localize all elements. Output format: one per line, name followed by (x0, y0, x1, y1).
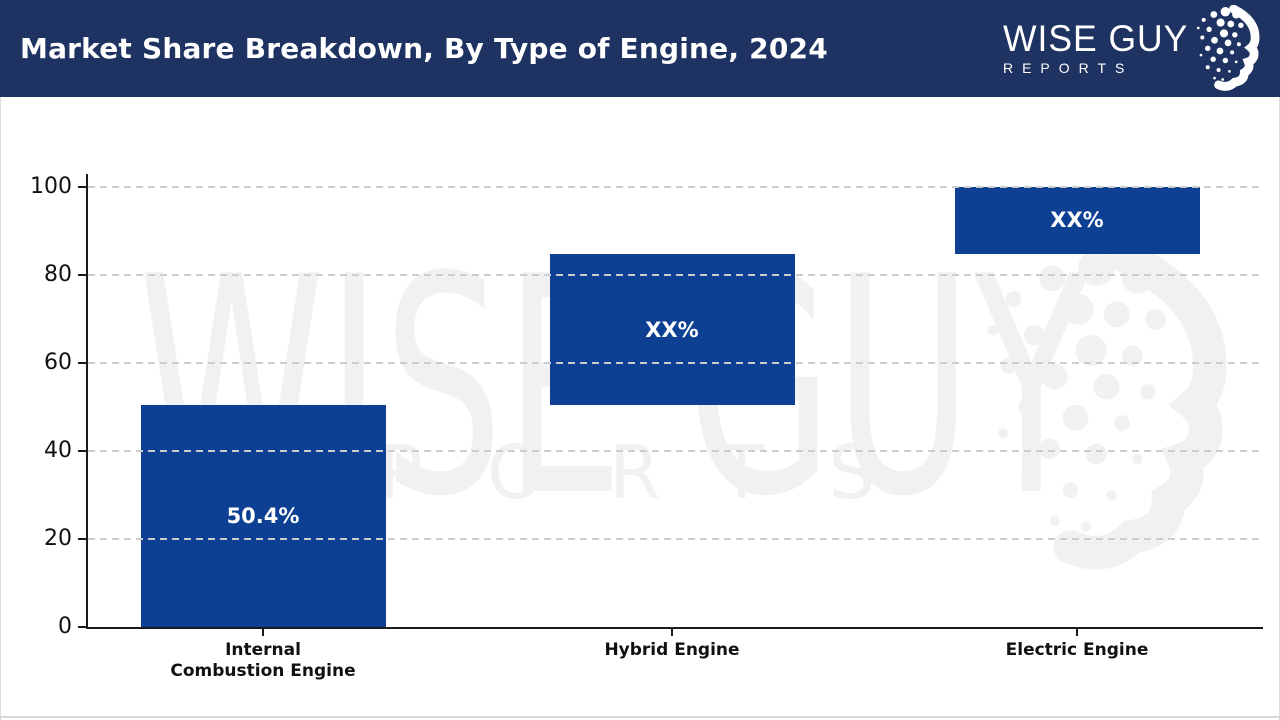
logo-head-dots-icon (1196, 4, 1260, 91)
y-axis-spine (86, 174, 88, 629)
y-tick-mark-20 (78, 538, 86, 540)
gridline-y-100 (88, 186, 1262, 188)
y-tick-label-60: 60 (44, 350, 72, 375)
x-category-label-line: Hybrid Engine (604, 640, 740, 660)
x-category-label-hybrid-engine: Hybrid Engine (512, 640, 832, 661)
gridline-y-60 (88, 362, 1262, 364)
x-category-label-electric-engine: Electric Engine (917, 640, 1237, 661)
x-tick-mark-electric-engine (1076, 629, 1078, 636)
gridline-y-40 (88, 450, 1262, 452)
wiseguy-logo: WISE GUY REPORTS (1002, 4, 1266, 93)
x-category-label-line: Internal (225, 640, 301, 660)
header-band: Market Share Breakdown, By Type of Engin… (0, 0, 1280, 97)
bar-value-label: XX% (1050, 208, 1104, 233)
gridline-y-80 (88, 274, 1262, 276)
logo-wordmark: WISE GUY REPORTS (1002, 18, 1196, 76)
y-tick-label-0: 0 (58, 614, 72, 639)
x-tick-mark-hybrid-engine (671, 629, 673, 636)
y-tick-mark-60 (78, 362, 86, 364)
x-category-label-line: Combustion Engine (170, 661, 356, 681)
bar-electric-engine: XX% (954, 187, 1200, 254)
x-axis-spine (86, 627, 1263, 629)
y-tick-mark-100 (78, 186, 86, 188)
x-category-label-line: Electric Engine (1005, 640, 1149, 660)
y-tick-mark-0 (78, 626, 86, 628)
bar-value-label: XX% (645, 317, 699, 342)
y-tick-label-80: 80 (44, 262, 72, 287)
bottom-border-line (0, 716, 1280, 718)
bar-hybrid-engine: XX% (549, 253, 795, 406)
bar-internal-combustion-engine: 50.4% (140, 405, 386, 627)
x-tick-mark-internal-combustion-engine (262, 629, 264, 636)
chart-title: Market Share Breakdown, By Type of Engin… (20, 32, 828, 65)
logo-wordmark-line2: REPORTS (1002, 60, 1134, 76)
y-tick-label-20: 20 (44, 526, 72, 551)
y-tick-label-100: 100 (30, 174, 72, 199)
x-category-label-internal-combustion-engine: Internal Combustion Engine (103, 640, 423, 682)
logo-wordmark-line1: WISE GUY (1002, 18, 1189, 59)
gridline-y-20 (88, 538, 1262, 540)
y-tick-mark-40 (78, 450, 86, 452)
y-tick-label-40: 40 (44, 438, 72, 463)
y-tick-mark-80 (78, 274, 86, 276)
bar-value-label: 50.4% (226, 504, 300, 529)
